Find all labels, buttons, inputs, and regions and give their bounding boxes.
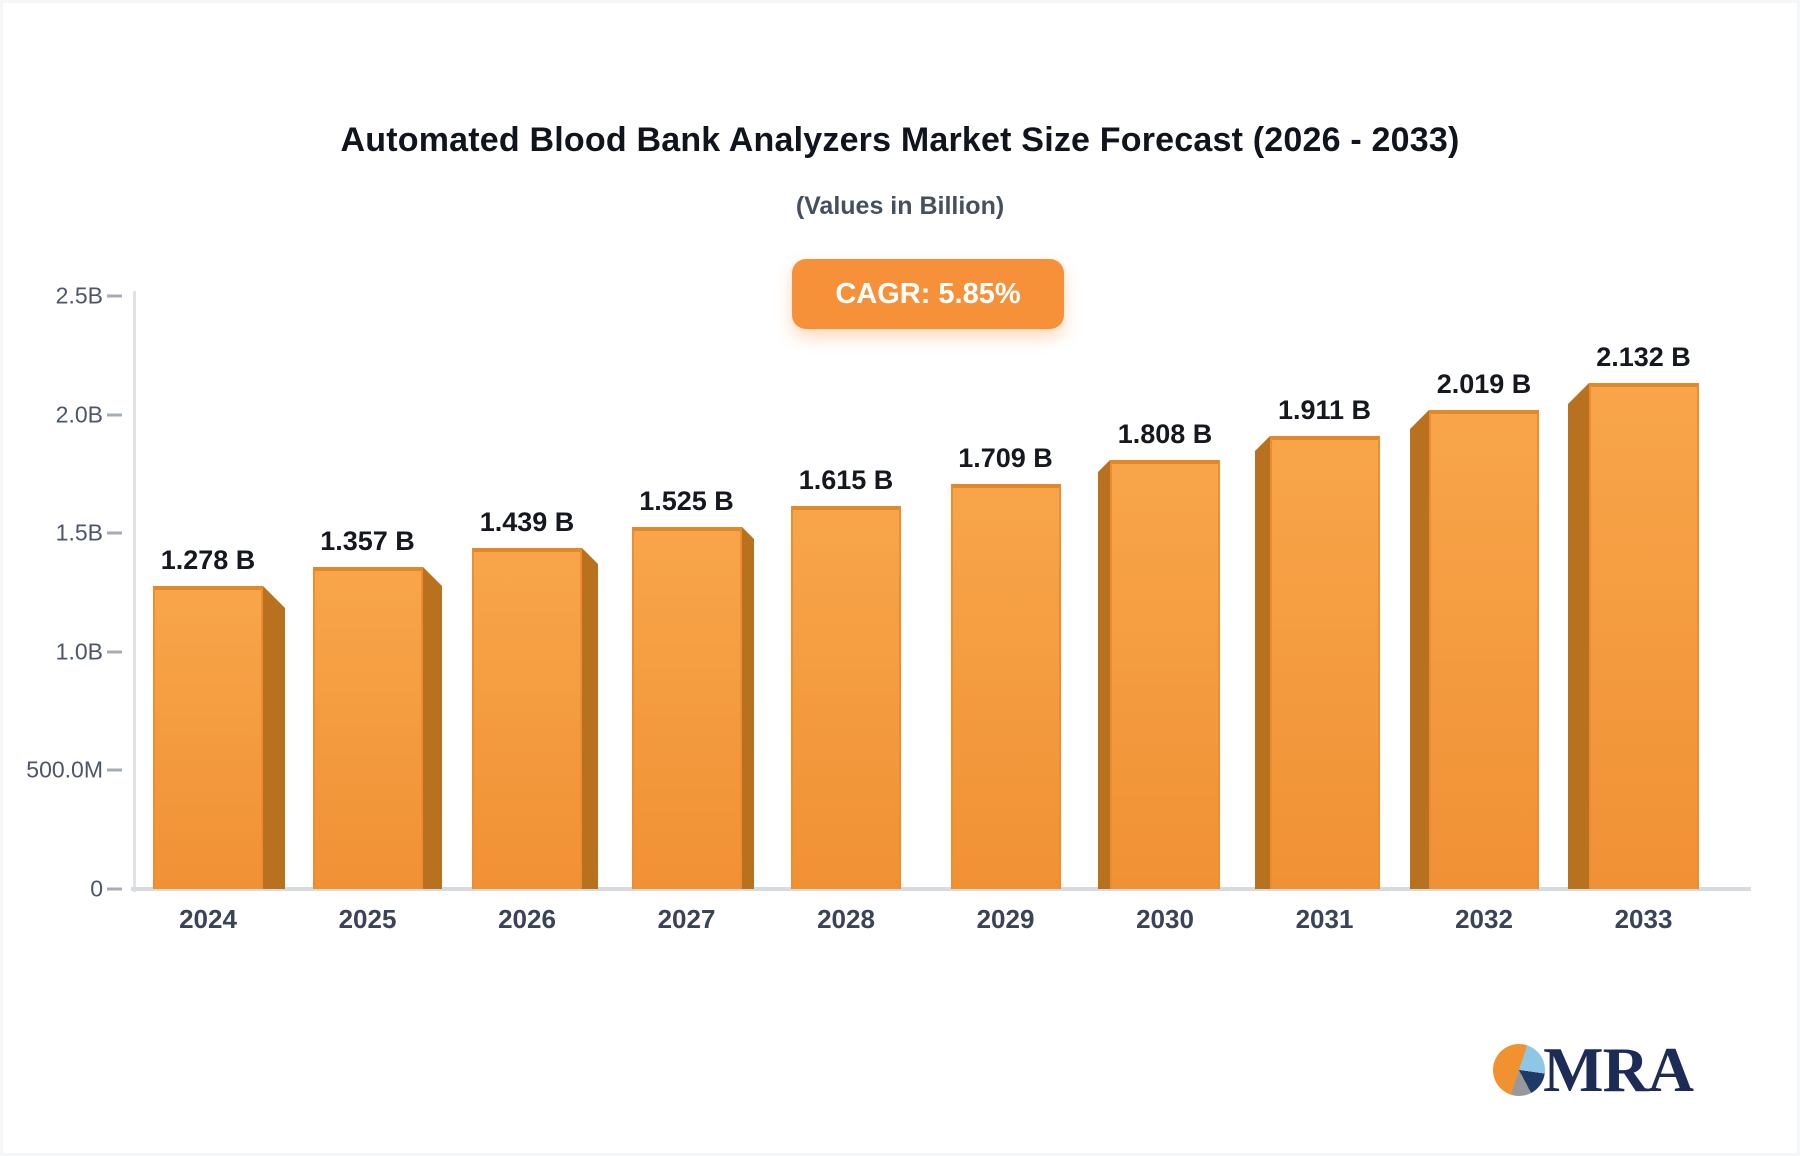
x-axis-baseline: [131, 887, 1751, 891]
x-tick-label: 2025: [338, 904, 397, 934]
y-tick-label: 2.5B: [55, 282, 103, 309]
bar-side-face: [423, 567, 442, 889]
y-tick-mark: [107, 887, 122, 891]
plot-area: 2.5B 2.0B 1.5B 1.0B 500.0M 0 1.278 B 2024 1.357…: [3, 3, 1797, 1153]
pie-chart-logo-icon: [1493, 1044, 1546, 1096]
bar-value-label: 1.525 B: [639, 486, 734, 516]
bar-value-label: 1.278 B: [160, 545, 256, 575]
y-tick-label: 0: [90, 875, 103, 902]
bar: [632, 527, 742, 889]
y-tick-label: 500.0M: [26, 756, 103, 783]
bar: [472, 548, 582, 889]
bar-value-label: 1.439 B: [479, 507, 575, 537]
y-tick-mark: [107, 650, 122, 654]
x-tick-label: 2032: [1455, 904, 1513, 934]
x-tick-label: 2024: [179, 904, 237, 934]
x-tick-label: 2031: [1295, 904, 1354, 934]
bar: [791, 506, 901, 889]
bar: [1270, 436, 1380, 889]
y-tick-mark: [107, 294, 122, 298]
bar: [153, 586, 263, 889]
y-tick-label: 1.5B: [55, 519, 103, 546]
bar: [1429, 410, 1539, 889]
x-tick-label: 2028: [817, 904, 875, 934]
bar-side-face: [582, 548, 598, 889]
chart-subtitle: (Values in Billion): [795, 191, 1005, 220]
bar: [951, 484, 1061, 889]
bar-value-label: 1.808 B: [1117, 419, 1213, 449]
bar-side-face: [263, 586, 285, 889]
bar-value-label: 1.911 B: [1277, 395, 1372, 425]
x-tick-label: 2030: [1136, 904, 1194, 934]
bar: [1110, 460, 1220, 889]
x-tick-label: 2033: [1614, 904, 1673, 934]
bar-value-label: 2.132 B: [1596, 342, 1691, 372]
y-tick-label: 2.0B: [55, 401, 103, 428]
bar-value-label: 2.019 B: [1436, 369, 1532, 399]
cagr-badge-label: CAGR: 5.85%: [835, 277, 1021, 310]
bar: [1589, 383, 1699, 889]
bar: [313, 567, 423, 889]
y-axis-line: [133, 291, 136, 892]
cagr-badge: CAGR: 5.85%: [792, 259, 1064, 329]
y-tick-label: 1.0B: [55, 638, 103, 665]
brand-name: MRA: [1543, 1034, 1694, 1105]
x-tick-label: 2029: [976, 904, 1035, 934]
bar-side-face: [1410, 410, 1429, 889]
bar-side-face: [1568, 383, 1589, 889]
bar-side-face: [1098, 460, 1110, 889]
bar-side-face: [1255, 436, 1270, 889]
x-tick-label: 2027: [657, 904, 716, 934]
y-tick-mark: [107, 413, 122, 417]
y-tick-mark: [107, 531, 122, 535]
bar-value-label: 1.709 B: [958, 443, 1053, 473]
brand-logo: MRA: [1493, 1034, 1694, 1105]
x-tick-label: 2026: [498, 904, 556, 934]
y-tick-mark: [107, 768, 122, 772]
bar-value-label: 1.615 B: [798, 465, 894, 495]
chart-title: Automated Blood Bank Analyzers Market Si…: [340, 120, 1460, 159]
bar-side-face: [742, 527, 754, 889]
bar-value-label: 1.357 B: [320, 526, 415, 556]
